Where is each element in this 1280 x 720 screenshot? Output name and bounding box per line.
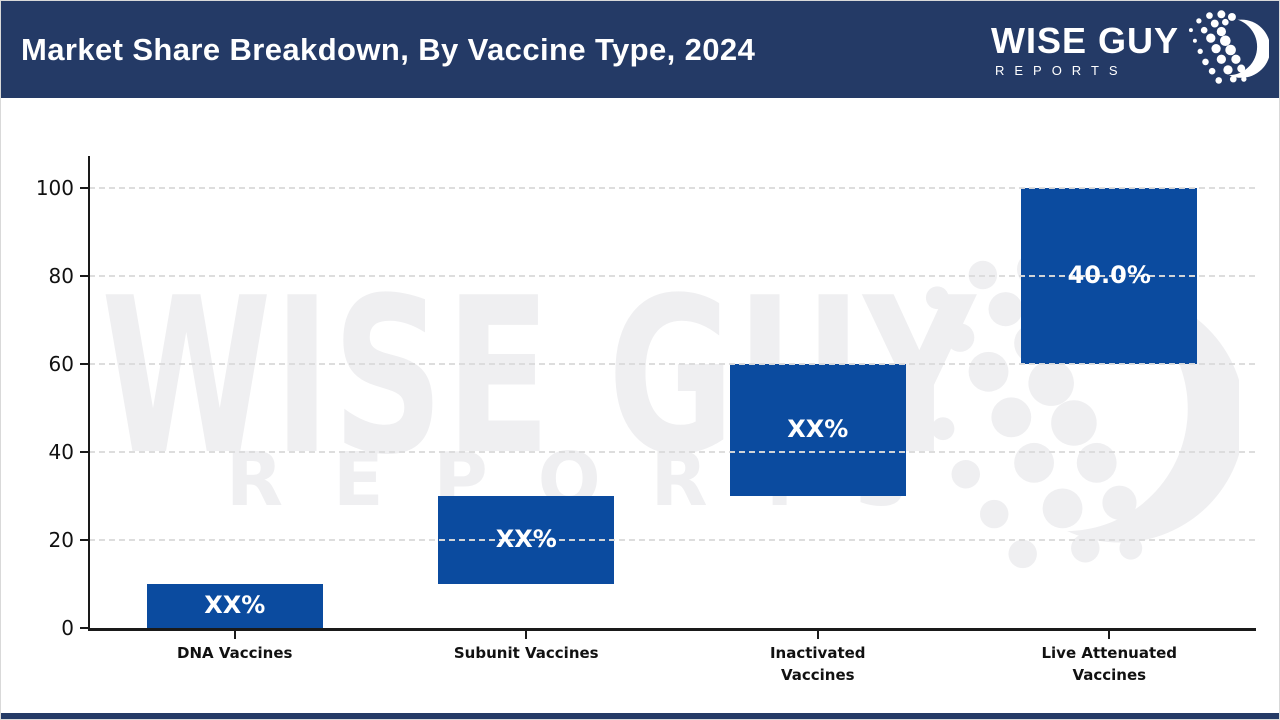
y-tick-label-40: 40 xyxy=(48,440,74,464)
y-tick-label-20: 20 xyxy=(48,528,74,552)
y-tick-40 xyxy=(80,451,88,453)
bar-value-label-dna-vaccines: XX% xyxy=(204,591,266,619)
x-tick-live-attenuated-vaccines xyxy=(1108,630,1111,639)
x-category-label-live-attenuated-vaccines: Live Attenuated Vaccines xyxy=(1041,644,1178,684)
bar-value-label-inactivated-vaccines: XX% xyxy=(787,415,849,443)
x-category-label-inactivated-vaccines: Inactivated Vaccines xyxy=(769,644,866,684)
footer-bar xyxy=(1,713,1279,719)
gridline-60 xyxy=(89,363,1255,365)
logo-wordmark: WISE GUY xyxy=(990,19,1179,61)
y-tick-80 xyxy=(80,275,88,277)
y-tick-0 xyxy=(80,627,88,629)
gridline-80 xyxy=(89,275,1255,277)
y-tick-60 xyxy=(80,363,88,365)
logo-text: WISE GUY REPORTS xyxy=(990,19,1179,78)
bar-inactivated-vaccines xyxy=(729,364,906,496)
bar-value-label-live-attenuated-vaccines: 40.0% xyxy=(1067,261,1151,289)
y-tick-100 xyxy=(80,187,88,189)
y-tick-label-100: 100 xyxy=(35,176,74,200)
y-tick-label-60: 60 xyxy=(48,352,74,376)
y-tick-20 xyxy=(80,539,88,541)
chart-title: Market Share Breakdown, By Vaccine Type,… xyxy=(21,31,756,67)
x-axis-line xyxy=(88,628,1256,631)
x-tick-dna-vaccines xyxy=(233,630,236,639)
y-tick-label-0: 0 xyxy=(61,616,74,640)
bar-dna-vaccines xyxy=(146,584,323,628)
logo-tagline: REPORTS xyxy=(994,62,1128,78)
wiseguy-logo: WISE GUY REPORTS xyxy=(991,9,1269,91)
logo-face-icon xyxy=(1188,10,1269,84)
y-tick-label-80: 80 xyxy=(48,264,74,288)
x-category-label-subunit-vaccines: Subunit Vaccines xyxy=(453,644,599,662)
bar-value-label-subunit-vaccines: XX% xyxy=(495,525,557,553)
x-tick-subunit-vaccines xyxy=(525,630,528,639)
y-axis-line xyxy=(88,156,90,630)
gridline-100 xyxy=(89,187,1255,189)
gridline-20 xyxy=(89,539,1255,541)
x-tick-inactivated-vaccines xyxy=(816,630,819,639)
gridline-40 xyxy=(89,451,1255,453)
x-category-label-dna-vaccines: DNA Vaccines xyxy=(177,644,293,662)
header: Market Share Breakdown, By Vaccine Type,… xyxy=(1,1,1279,98)
